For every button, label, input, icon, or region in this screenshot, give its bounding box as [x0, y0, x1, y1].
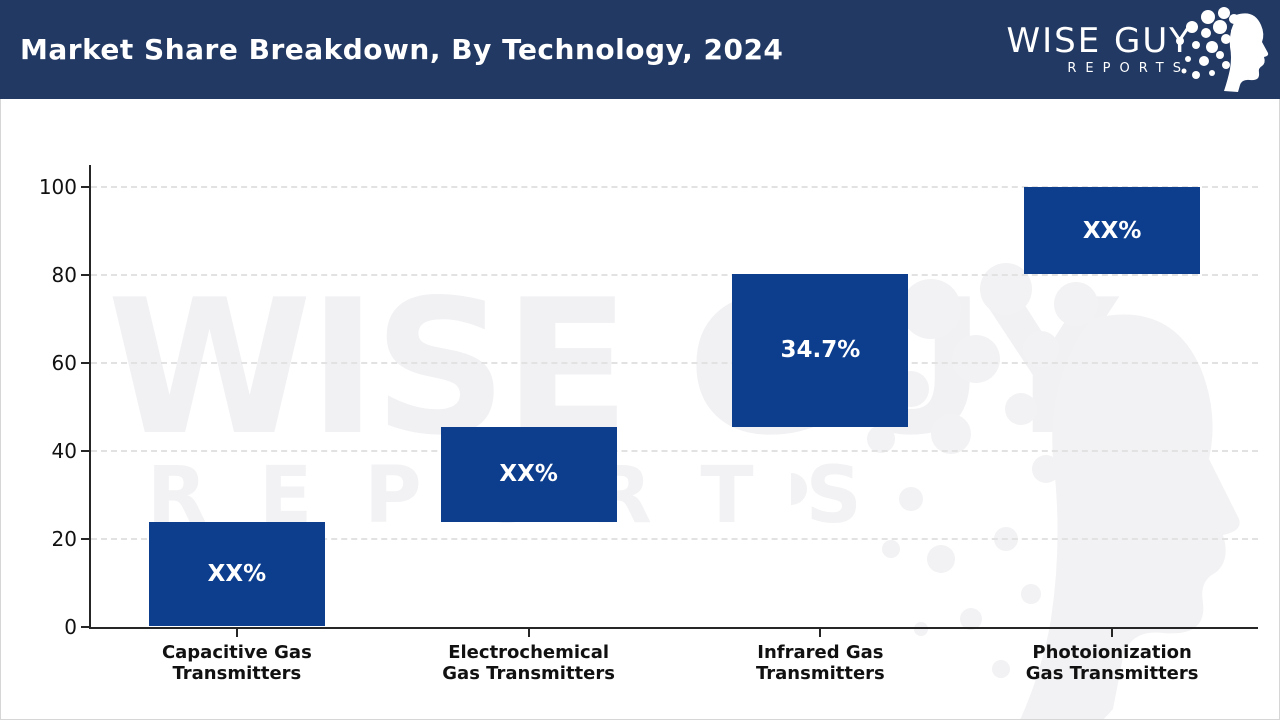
category-label-line: Gas Transmitters	[442, 662, 615, 684]
bar-photoionization-gas-transmitters: XX%	[1024, 187, 1201, 275]
y-tickmark	[81, 449, 89, 452]
bar-electrochemical-gas-transmitters: XX%	[440, 426, 617, 522]
x-tickmark	[1111, 628, 1114, 637]
y-tickmark	[81, 625, 89, 628]
x-tickmark	[235, 628, 238, 637]
y-tickmark	[81, 361, 89, 364]
bar-value-label: XX%	[499, 461, 558, 488]
category-label-line: Transmitters	[755, 662, 885, 684]
gridline	[91, 273, 1258, 276]
category-label-line: Infrared Gas	[757, 641, 884, 663]
logo-text: WISE GUY REPORTS	[1006, 24, 1192, 76]
bar-capacitive-gas-transmitters: XX%	[148, 521, 325, 627]
category-label-line: Capacitive Gas	[161, 641, 312, 663]
y-tickmark	[81, 186, 89, 188]
y-tick-label: 60	[51, 350, 77, 375]
wise-guy-logo: WISE GUY REPORTS	[1006, 6, 1280, 93]
category-label-line: Gas Transmitters	[1025, 662, 1199, 684]
y-tick-label: 80	[51, 262, 77, 287]
logo-face-icon	[1176, 6, 1269, 92]
y-axis	[89, 165, 91, 629]
gridline	[91, 186, 1258, 188]
logo-wordmark: WISE GUY	[1006, 20, 1192, 61]
x-tickmark	[819, 628, 822, 637]
y-tickmark	[81, 273, 89, 276]
bar-infrared-gas-transmitters: 34.7%	[732, 274, 909, 427]
gridline	[91, 361, 1258, 364]
y-tick-label: 100	[38, 175, 77, 199]
x-axis	[89, 626, 1258, 629]
y-tickmark	[81, 537, 89, 540]
y-tick-label: 0	[64, 614, 77, 639]
category-label: Photoionization Gas Transmitters	[982, 642, 1242, 684]
y-tick-label: 20	[51, 526, 77, 551]
y-tick-label: 40	[51, 438, 77, 463]
chart-title: Market Share Breakdown, By Technology, 2…	[20, 33, 784, 66]
chart-area: WISE GUY REPORTS 020406080100XX%Capaciti…	[0, 99, 1280, 720]
category-label-line: Photoionization	[1032, 641, 1192, 663]
gridline	[91, 449, 1258, 452]
header: Market Share Breakdown, By Technology, 2…	[0, 0, 1280, 99]
category-label: Infrared Gas Transmitters	[690, 642, 950, 684]
bar-value-label: XX%	[1082, 217, 1142, 244]
category-label: Electrochemical Gas Transmitters	[399, 642, 659, 684]
category-label-line: Electrochemical	[448, 641, 610, 663]
category-label-line: Transmitters	[172, 662, 302, 684]
bar-value-label: XX%	[207, 561, 267, 588]
gridline	[91, 537, 1258, 540]
category-label: Capacitive Gas Transmitters	[107, 642, 367, 684]
bar-value-label: 34.7%	[780, 337, 861, 364]
x-tickmark	[527, 628, 530, 637]
logo-subtitle: REPORTS	[1067, 60, 1190, 76]
